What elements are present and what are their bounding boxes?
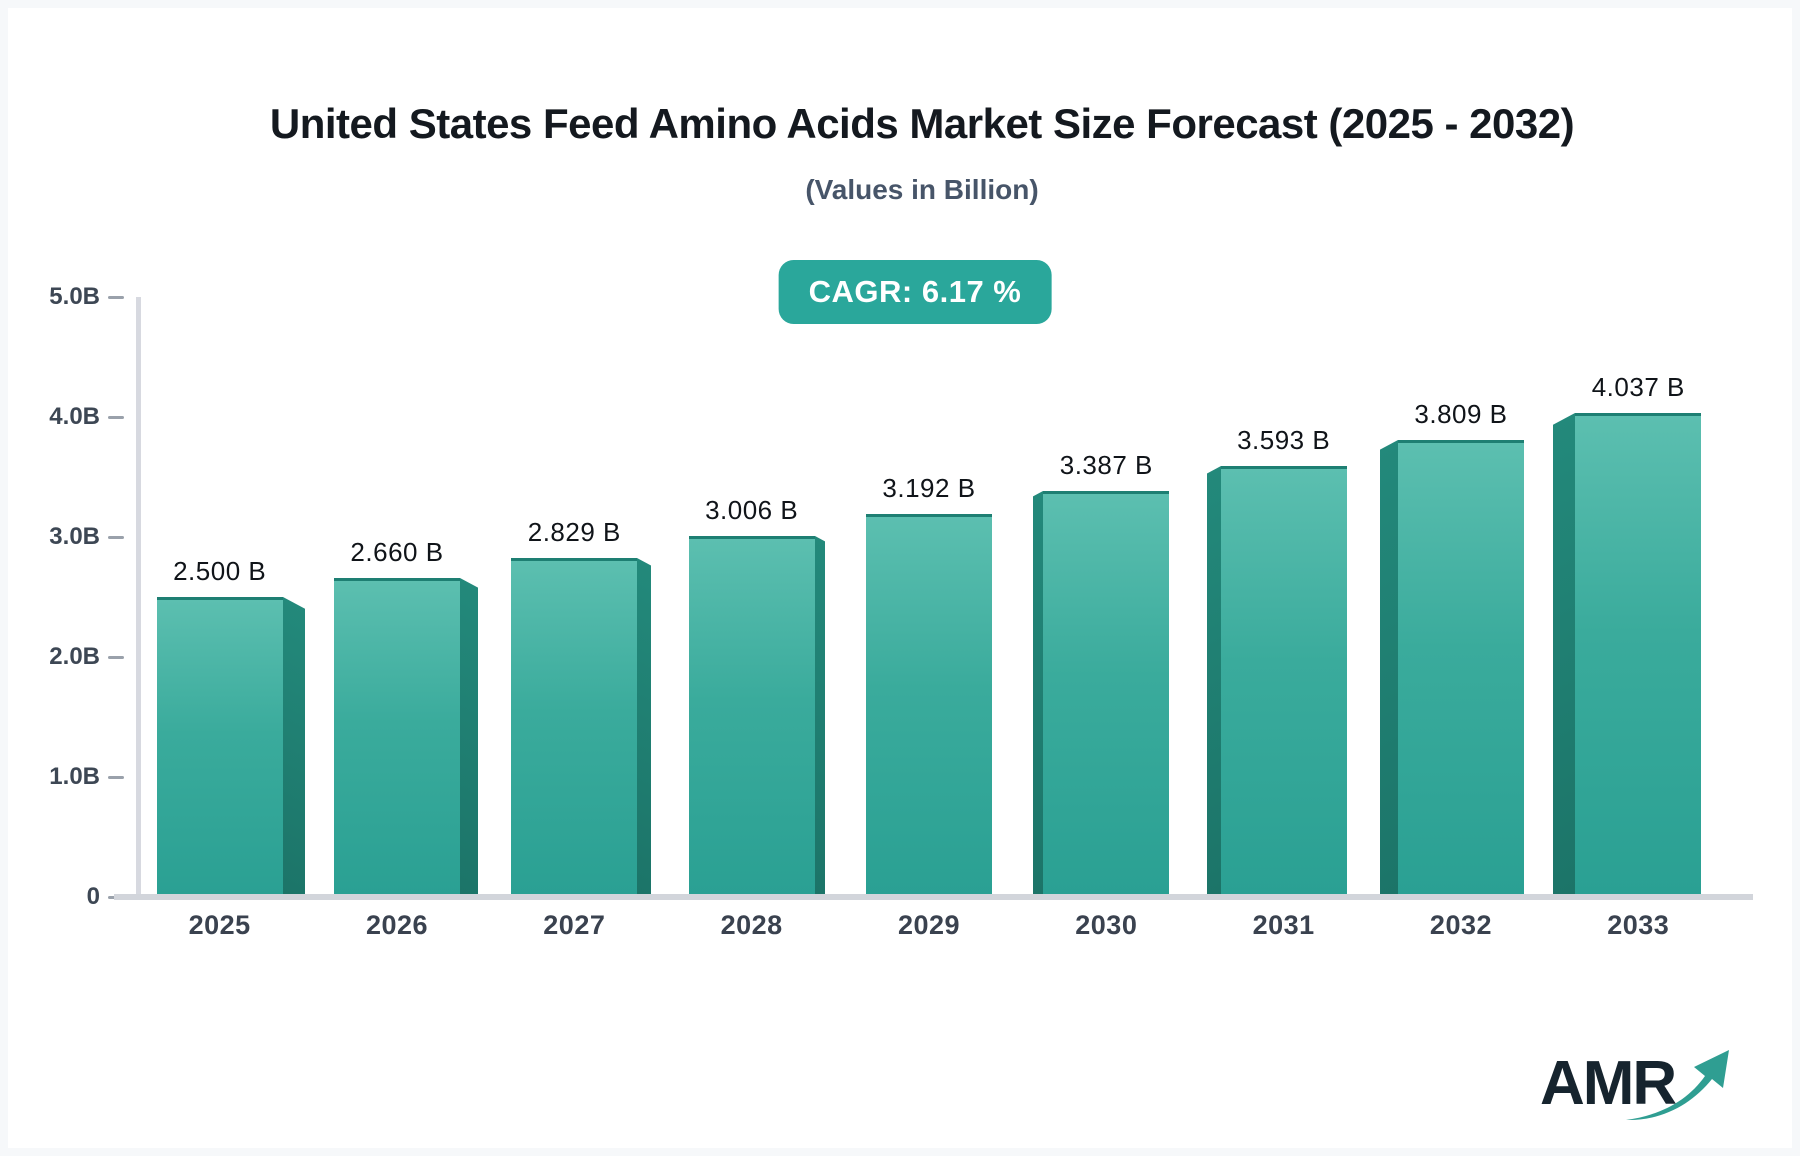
y-axis-label: 3.0B <box>49 523 100 550</box>
bar-side <box>1206 465 1221 897</box>
x-axis-label: 2033 <box>1607 910 1670 940</box>
y-axis-label: 4.0B <box>49 403 100 430</box>
bar-side <box>282 597 305 897</box>
bar-column[interactable]: 3.387 B <box>1018 297 1195 897</box>
bar-value-label: 3.006 B <box>705 495 799 526</box>
y-axis-tick <box>108 776 124 779</box>
bar-face <box>511 557 638 897</box>
y-axis-tick <box>108 656 124 659</box>
bar-column[interactable]: 4.037 B <box>1550 297 1727 897</box>
chart-subtitle: (Values in Billion) <box>805 174 1039 205</box>
bar-face <box>1220 465 1347 897</box>
bar-face <box>688 536 815 897</box>
logo-text: AMR <box>1540 1049 1677 1118</box>
x-axis-label: 2031 <box>1252 910 1315 940</box>
cagr-label: CAGR: 6.17 % <box>808 274 1022 309</box>
bar-side <box>1033 490 1044 897</box>
bar-value-label: 2.660 B <box>350 536 444 567</box>
y-axis: 5.0B 4.0B 3.0B 2.0B 1.0B 0 <box>8 283 100 910</box>
chart-title: United States Feed Amino Acids Market Si… <box>269 100 1575 147</box>
bar-column[interactable]: 3.593 B <box>1195 297 1372 897</box>
bar-side <box>637 557 652 897</box>
x-axis-label: 2029 <box>897 910 961 940</box>
logo: AMR <box>1540 1040 1740 1135</box>
bar-value-label: 3.809 B <box>1414 398 1508 429</box>
bar-face <box>865 513 992 897</box>
bar-side <box>459 577 478 897</box>
growth-arrow-icon <box>1626 1050 1729 1121</box>
bar-face <box>1397 439 1524 897</box>
bar-value-label: 2.829 B <box>527 516 621 547</box>
x-axis-label: 2032 <box>1429 910 1492 940</box>
y-axis-label: 1.0B <box>49 763 100 790</box>
y-axis-label: 5.0B <box>49 283 100 310</box>
bar-column[interactable]: 3.192 B <box>840 297 1017 897</box>
bar-value-label: 3.387 B <box>1059 449 1153 480</box>
plot-area: 2.500 B 2.660 B 2.829 B 3.006 B 3.192 B 3.387… <box>131 297 1727 897</box>
x-axis: 2025 2026 2027 2028 2029 2030 2031 2032 2033 <box>131 910 1727 950</box>
y-axis-tick <box>108 416 124 419</box>
x-axis-label: 2027 <box>543 910 606 940</box>
bar-column[interactable]: 3.809 B <box>1372 297 1549 897</box>
x-axis-label: 2025 <box>188 910 251 940</box>
bar-value-label: 3.593 B <box>1237 424 1331 455</box>
x-axis-line <box>114 894 1753 900</box>
x-axis-label: 2028 <box>720 910 783 940</box>
bar-value-label: 4.037 B <box>1591 371 1685 402</box>
bar-column[interactable]: 3.006 B <box>663 297 840 897</box>
y-axis-label: 0 <box>86 883 100 910</box>
y-axis-tick <box>108 536 124 539</box>
bar-column[interactable]: 2.829 B <box>486 297 663 897</box>
y-axis-label: 2.0B <box>49 643 100 670</box>
bar-face <box>1575 412 1702 897</box>
bar-value-label: 2.500 B <box>173 556 267 586</box>
bar-side <box>1553 412 1576 897</box>
bar-value-label: 3.192 B <box>882 472 976 503</box>
bar-column[interactable]: 2.500 B <box>131 297 308 897</box>
y-axis-tick <box>108 296 124 299</box>
x-axis-label: 2026 <box>365 910 429 940</box>
bar-side <box>814 536 825 897</box>
bar-column[interactable]: 2.660 B <box>308 297 485 897</box>
x-axis-label: 2030 <box>1075 910 1138 940</box>
y-axis-line <box>136 297 141 900</box>
bar-face <box>156 597 283 897</box>
cagr-badge: CAGR: 6.17 % <box>778 260 1052 324</box>
y-axis-ticks <box>108 289 126 909</box>
bar-side <box>1379 439 1398 897</box>
bar-face <box>1043 490 1170 897</box>
chart-card: United States Feed Amino Acids Market Si… <box>8 8 1792 1148</box>
bar-face <box>333 577 460 897</box>
